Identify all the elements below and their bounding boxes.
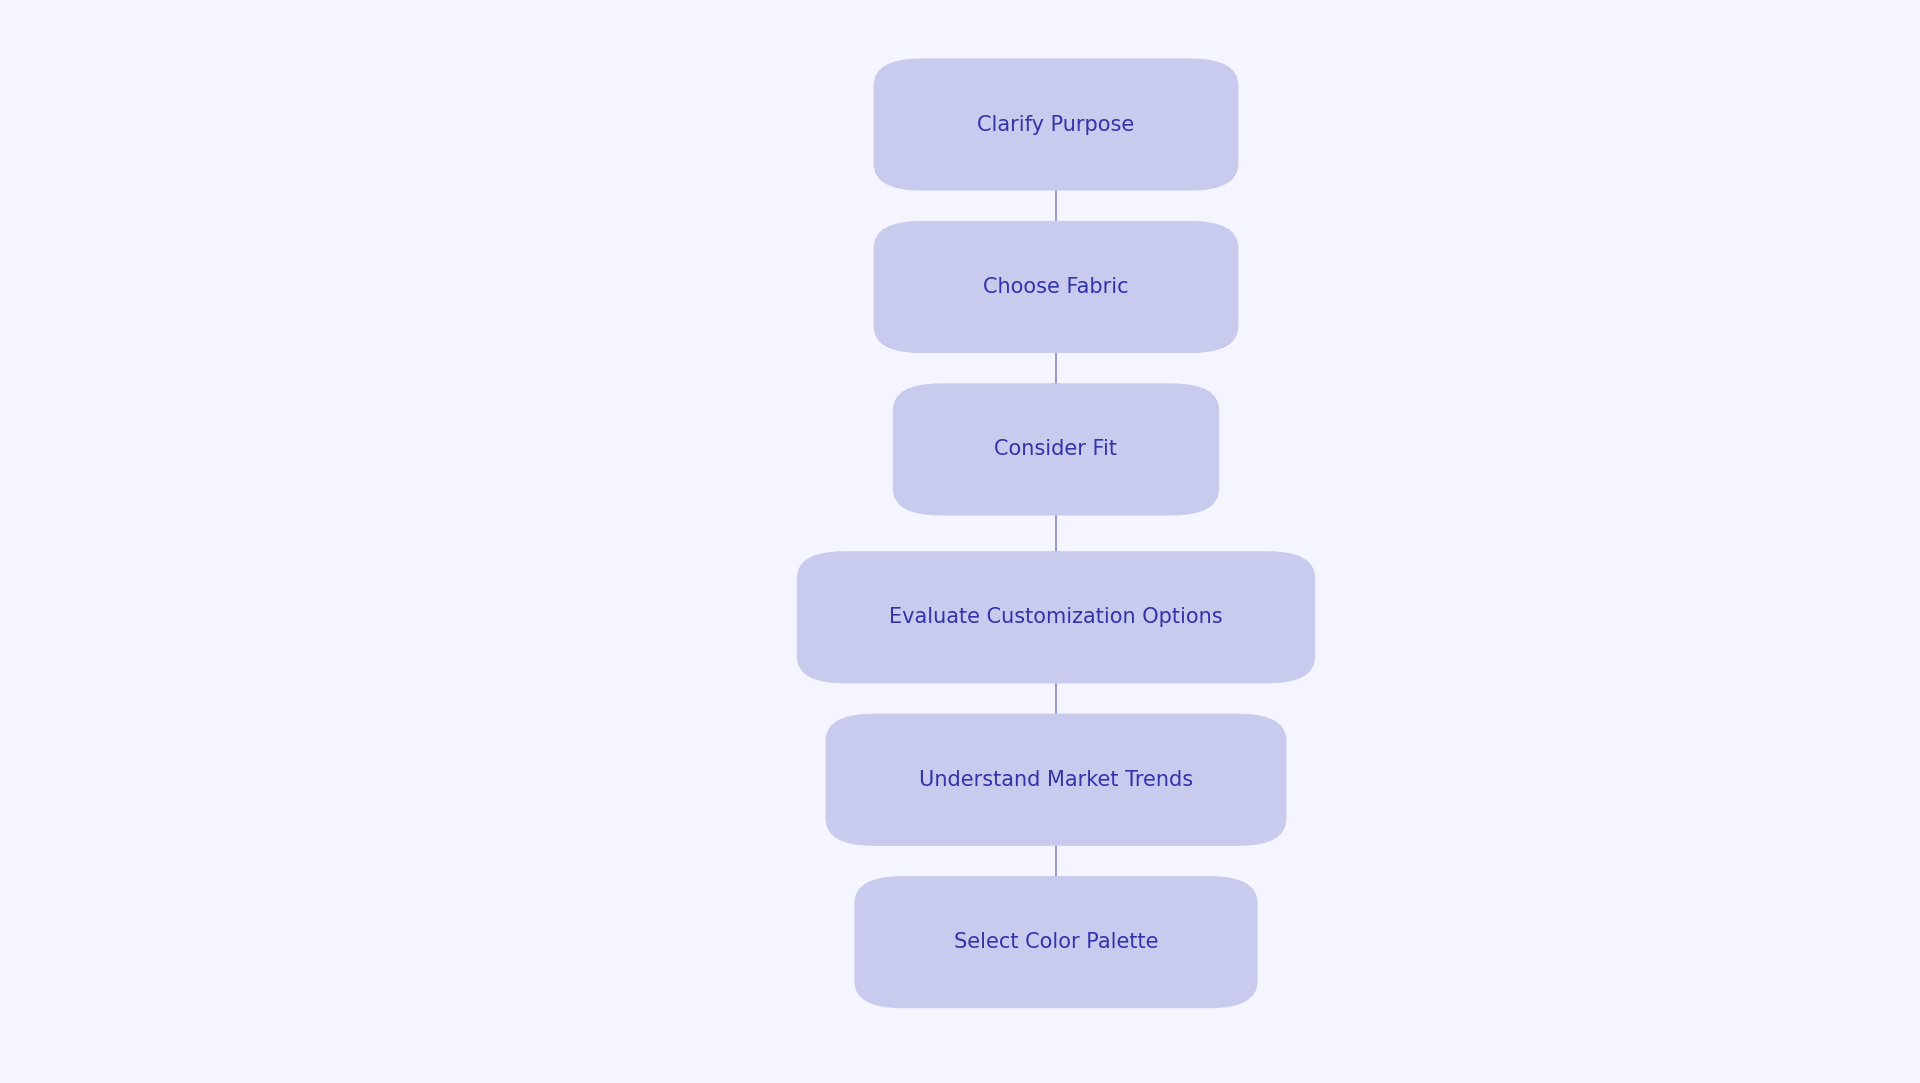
FancyBboxPatch shape: [797, 551, 1315, 683]
FancyBboxPatch shape: [826, 714, 1286, 846]
Text: Understand Market Trends: Understand Market Trends: [920, 770, 1192, 790]
FancyBboxPatch shape: [874, 221, 1238, 353]
Text: Evaluate Customization Options: Evaluate Customization Options: [889, 608, 1223, 627]
Text: Select Color Palette: Select Color Palette: [954, 932, 1158, 952]
Text: Clarify Purpose: Clarify Purpose: [977, 115, 1135, 134]
Text: Consider Fit: Consider Fit: [995, 440, 1117, 459]
FancyBboxPatch shape: [893, 383, 1219, 516]
FancyBboxPatch shape: [854, 876, 1258, 1008]
FancyBboxPatch shape: [874, 58, 1238, 191]
Text: Choose Fabric: Choose Fabric: [983, 277, 1129, 297]
